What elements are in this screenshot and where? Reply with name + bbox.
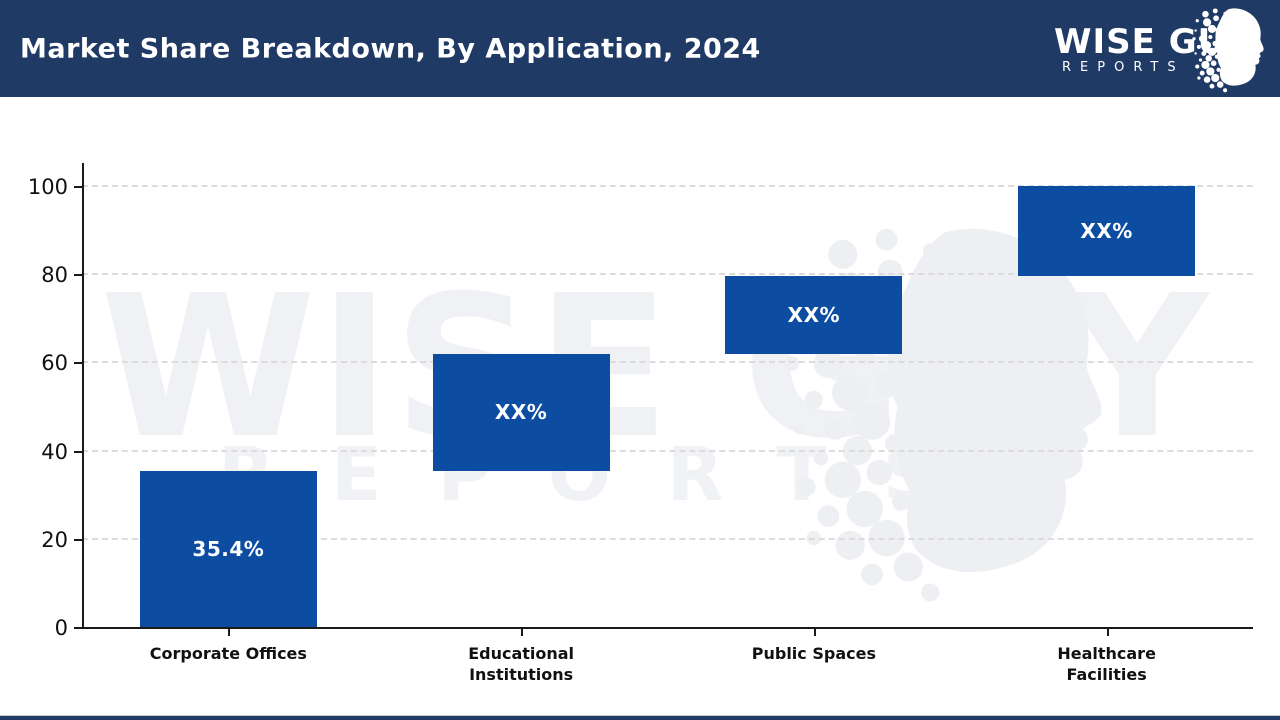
gridline-y-60 [82, 361, 1253, 364]
face-profile-dots-icon [1192, 8, 1264, 93]
y-tick-label-20: 20 [41, 527, 68, 552]
bar-healthcare-facilities[interactable]: XX% [1018, 186, 1196, 277]
x-category-label: Educational Institutions [468, 644, 575, 685]
x-category-label: Healthcare Facilities [1057, 644, 1156, 685]
header-band: Market Share Breakdown, By Application, … [0, 0, 1280, 97]
x-tick-mark-1 [228, 629, 231, 636]
y-tick-mark-40 [74, 450, 82, 453]
bar-value-label: XX% [494, 400, 548, 425]
footer-accent-bar [0, 716, 1280, 720]
bar-public-spaces[interactable]: XX% [725, 276, 903, 354]
y-tick-label-60: 60 [41, 351, 68, 376]
bar-value-label: XX% [787, 302, 841, 327]
gridline-y-100 [82, 185, 1253, 187]
y-tick-mark-20 [74, 538, 82, 541]
gridline-y-20 [82, 537, 1253, 540]
bar-educational-institutions[interactable]: XX% [432, 353, 610, 471]
x-axis-line [82, 627, 1253, 629]
brand-logo-subtext: REPORTS [1062, 60, 1185, 75]
gridline-y-80 [82, 273, 1253, 276]
chart-plot-area: 0 20 40 60 80 100 35.4% Corporate Offices XX% Edu… [0, 97, 1280, 717]
y-tick-mark-100 [74, 186, 82, 188]
bar-corporate-offices[interactable]: 35.4% [139, 470, 317, 627]
y-tick-label-40: 40 [41, 439, 68, 464]
x-category-label: Corporate Offices [149, 644, 307, 663]
page-title: Market Share Breakdown, By Application, … [20, 33, 761, 64]
x-tick-mark-3 [813, 629, 816, 636]
gridline-y-40 [82, 449, 1253, 452]
x-tick-mark-2 [521, 629, 524, 636]
bar-value-label: 35.4% [192, 536, 265, 561]
y-tick-label-0: 0 [54, 616, 68, 640]
bar-value-label: XX% [1080, 219, 1133, 244]
brand-logo: WISE GUY REPORTS [1022, 0, 1272, 97]
y-tick-mark-80 [74, 274, 82, 277]
x-category-label: Public Spaces [751, 644, 876, 663]
y-tick-label-80: 80 [41, 263, 68, 288]
y-tick-label-100: 100 [27, 175, 68, 199]
y-axis-line [82, 163, 84, 629]
y-tick-mark-0 [74, 627, 82, 629]
x-tick-mark-4 [1106, 629, 1109, 636]
y-tick-mark-60 [74, 362, 82, 365]
